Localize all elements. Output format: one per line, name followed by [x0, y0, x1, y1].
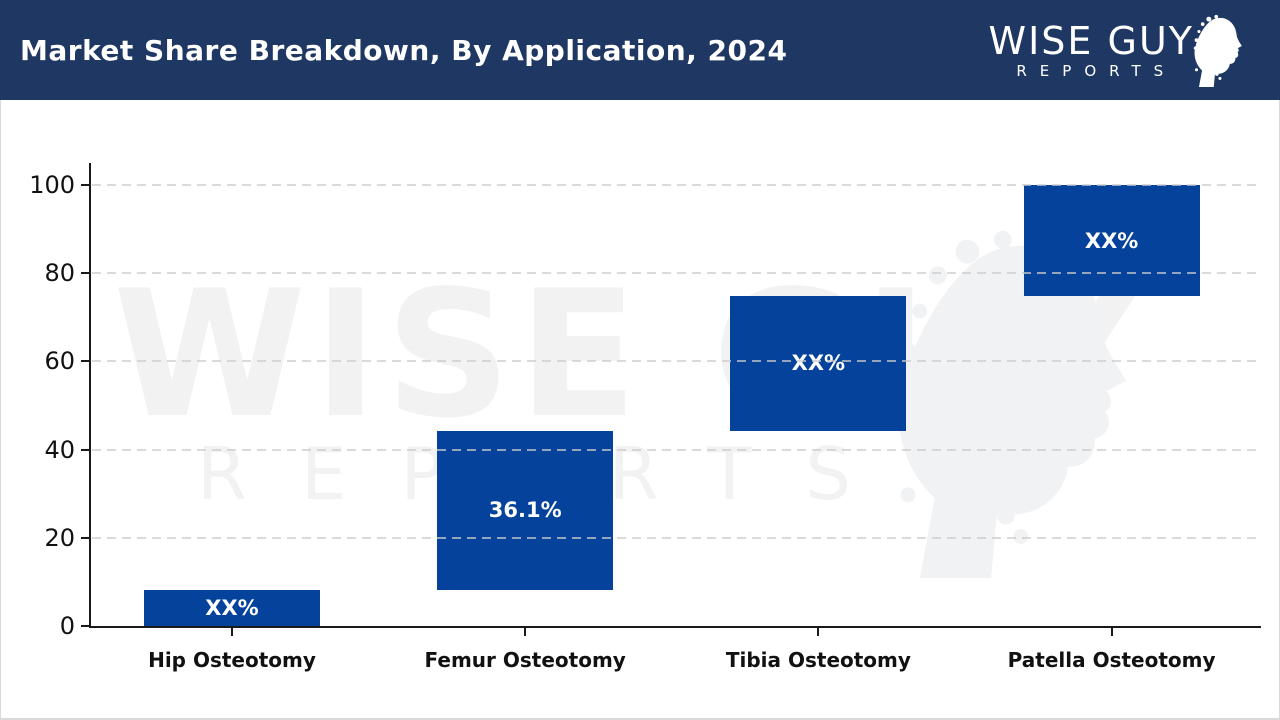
- logo-subtitle: REPORTS: [1016, 61, 1177, 80]
- bar-segment: XX%: [1023, 185, 1200, 297]
- wise-guy-logo: WISE GUY REPORTS: [989, 6, 1252, 94]
- bar-segment: XX%: [730, 296, 907, 431]
- x-axis-category-label: Hip Osteotomy: [148, 648, 316, 672]
- gridline: [92, 184, 1258, 186]
- y-axis-tick: [81, 184, 89, 186]
- y-axis-tick: [81, 625, 89, 627]
- y-axis-tick: [81, 448, 89, 451]
- y-axis-tick-label: 40: [44, 435, 75, 464]
- y-axis-tick-label: 80: [44, 259, 75, 288]
- y-axis-tick: [81, 360, 89, 363]
- x-axis-tick: [1110, 628, 1113, 636]
- x-axis-category-label: Patella Osteotomy: [1007, 648, 1216, 672]
- logo-wordmark: WISE GUY: [988, 18, 1194, 63]
- bar-segment: 36.1%: [437, 430, 614, 590]
- x-axis-tick: [524, 628, 527, 636]
- y-axis-tick-label: 60: [44, 347, 75, 376]
- bar-value-label: XX%: [205, 595, 259, 620]
- page-title: Market Share Breakdown, By Application, …: [20, 33, 788, 67]
- plot-area: 0 20 40 60 80 100 XX% Hip Osteotomy 36.1% Femur O…: [29, 163, 1261, 672]
- y-axis-tick-label: 100: [29, 171, 75, 199]
- x-axis-tick: [817, 628, 820, 636]
- gridline: [92, 360, 1258, 363]
- y-axis-tick-label: 20: [44, 523, 75, 552]
- gridline: [92, 536, 1258, 539]
- bar-value-label: XX%: [1084, 228, 1139, 253]
- header-band: Market Share Breakdown, By Application, …: [0, 0, 1280, 100]
- y-axis-tick: [81, 272, 89, 275]
- bar-segment: XX%: [144, 589, 320, 626]
- x-axis-category-label: Tibia Osteotomy: [725, 648, 911, 672]
- gridline: [92, 272, 1258, 275]
- wise-guy-face-icon: [1193, 14, 1242, 88]
- wise-guy-logo-text: WISE GUY REPORTS: [989, 22, 1194, 79]
- y-axis-tick-label: 0: [59, 612, 75, 640]
- bar-value-label: 36.1%: [488, 498, 562, 523]
- bar-value-label: XX%: [791, 351, 846, 376]
- x-axis-category-label: Femur Osteotomy: [424, 648, 626, 672]
- gridline: [92, 448, 1258, 451]
- y-axis-tick: [81, 536, 89, 539]
- x-axis-tick: [231, 628, 233, 636]
